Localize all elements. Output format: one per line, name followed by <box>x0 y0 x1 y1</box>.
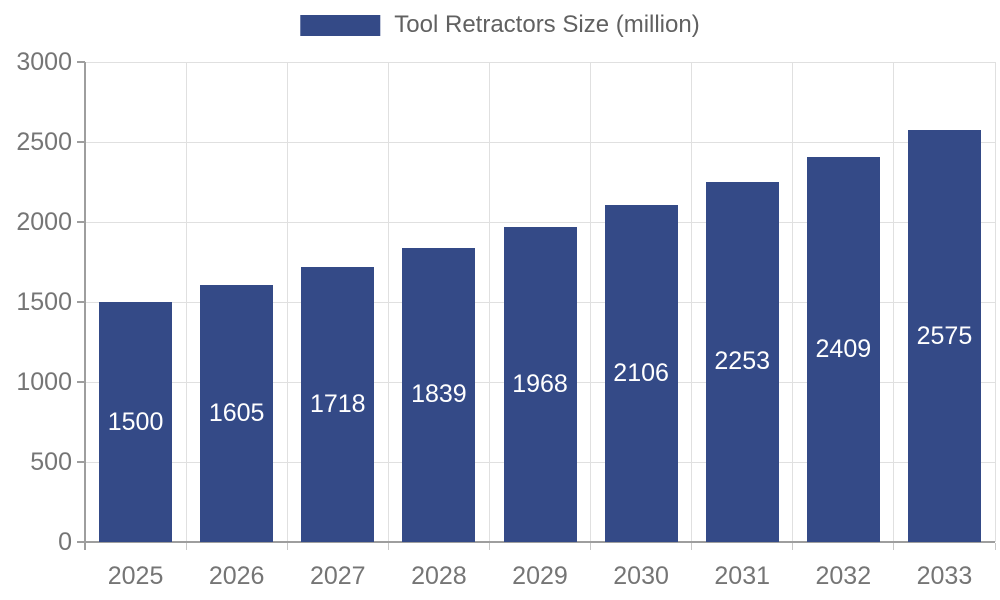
gridline-vertical <box>893 62 895 542</box>
y-axis-label: 1000 <box>16 368 72 396</box>
legend-label: Tool Retractors Size (million) <box>394 11 700 38</box>
y-axis-label: 2000 <box>16 208 72 236</box>
bar-value-label: 2106 <box>613 359 669 387</box>
bar: 1500 <box>99 302 173 542</box>
x-axis-label: 2032 <box>815 562 872 590</box>
x-axis-tick <box>691 543 693 550</box>
x-axis-label: 2026 <box>208 562 265 590</box>
y-axis-label: 500 <box>30 448 72 476</box>
x-axis-tick <box>994 543 996 550</box>
y-axis-tick <box>77 221 85 223</box>
x-axis-line <box>84 541 995 543</box>
x-axis-tick <box>387 543 389 550</box>
x-axis-tick <box>893 543 895 550</box>
x-axis-label: 2031 <box>714 562 771 590</box>
bar-value-label: 1968 <box>512 370 568 399</box>
gridline-vertical <box>387 62 389 542</box>
gridline-vertical <box>185 62 187 542</box>
bar-value-label: 2575 <box>916 321 973 350</box>
y-axis-label: 0 <box>58 528 72 556</box>
y-axis-line <box>84 62 86 550</box>
legend: Tool Retractors Size (million) <box>300 11 700 39</box>
y-axis-tick <box>77 381 85 383</box>
legend-swatch <box>300 14 381 36</box>
bar-value-label: 2409 <box>815 334 872 363</box>
bar-value-label: 1718 <box>309 390 366 419</box>
x-axis-label: 2027 <box>309 562 366 590</box>
x-axis-label: 2030 <box>613 562 669 590</box>
gridline-horizontal <box>85 141 995 143</box>
bar: 2575 <box>907 130 981 542</box>
x-axis-tick <box>286 543 288 550</box>
bar: 1718 <box>301 267 375 542</box>
gridline-vertical <box>590 62 592 542</box>
bar-value-label: 1605 <box>208 399 265 428</box>
x-axis-tick <box>792 543 794 550</box>
gridline-horizontal <box>85 221 995 223</box>
y-axis-label: 1500 <box>16 288 72 316</box>
bar: 2106 <box>604 205 678 542</box>
bar: 1968 <box>503 227 577 542</box>
bar: 2409 <box>806 156 880 542</box>
gridline-vertical <box>792 62 794 542</box>
y-axis-tick <box>77 141 85 143</box>
x-axis-tick <box>185 543 187 550</box>
gridline-vertical <box>488 62 490 542</box>
bar-value-label: 1839 <box>411 380 467 409</box>
bar: 1605 <box>200 285 274 542</box>
x-axis-label: 2028 <box>411 562 467 590</box>
bar: 2253 <box>705 181 779 542</box>
y-axis-tick <box>77 61 85 63</box>
x-axis-label: 2029 <box>512 562 568 590</box>
y-axis-tick <box>77 541 85 543</box>
gridline-horizontal <box>85 61 995 63</box>
bar-value-label: 1500 <box>107 407 164 436</box>
x-axis-tick <box>590 543 592 550</box>
y-axis-tick <box>77 461 85 463</box>
gridline-vertical <box>994 62 996 542</box>
x-axis-label: 2025 <box>107 562 164 590</box>
y-axis-tick <box>77 301 85 303</box>
bar-value-label: 2253 <box>714 347 771 376</box>
x-axis-tick <box>488 543 490 550</box>
x-axis-label: 2033 <box>916 562 973 590</box>
bar: 1839 <box>402 247 476 542</box>
gridline-vertical <box>691 62 693 542</box>
y-axis-label: 3000 <box>16 48 72 76</box>
gridline-vertical <box>286 62 288 542</box>
y-axis-label: 2500 <box>16 128 72 156</box>
